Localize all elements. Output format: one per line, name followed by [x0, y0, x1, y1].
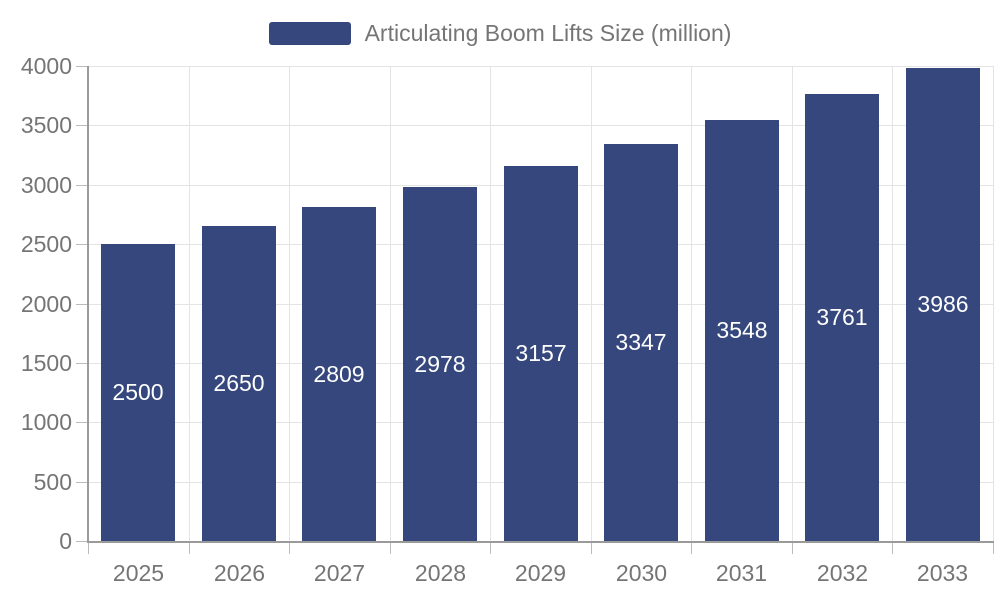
x-axis-tick	[591, 541, 592, 554]
x-axis-tick	[189, 541, 190, 554]
bar: 2500	[101, 244, 175, 541]
x-axis-label: 2025	[112, 560, 165, 586]
gridline-horizontal	[88, 66, 993, 67]
y-axis-tick	[76, 185, 88, 186]
bar: 2978	[403, 187, 477, 541]
gridline-vertical	[390, 66, 391, 541]
x-axis-label: 2026	[213, 560, 266, 586]
y-axis-tick	[76, 482, 88, 483]
y-axis-label: 1500	[20, 350, 72, 376]
x-axis-line	[87, 541, 994, 543]
y-axis-tick	[76, 363, 88, 364]
bar: 3347	[604, 144, 678, 541]
y-axis-label: 3500	[20, 112, 72, 138]
bar-value-label: 3986	[917, 291, 969, 317]
bar: 3761	[805, 94, 879, 541]
y-axis-tick	[76, 66, 88, 67]
x-axis-tick	[289, 541, 290, 554]
x-axis-label: 2030	[615, 560, 668, 586]
x-axis-tick	[691, 541, 692, 554]
bar-value-label: 2809	[313, 360, 365, 387]
y-axis-label: 3000	[20, 172, 72, 198]
y-axis-label: 2500	[20, 231, 72, 257]
y-axis-tick	[76, 422, 88, 423]
gridline-vertical	[490, 66, 491, 541]
bar: 3986	[906, 68, 980, 541]
y-axis-tick	[76, 125, 88, 126]
y-axis-tick	[76, 541, 88, 542]
x-axis-tick	[390, 541, 391, 554]
x-axis-tick	[88, 541, 89, 554]
y-axis-tick	[76, 304, 88, 305]
bar-value-label: 3347	[615, 329, 667, 355]
bar-value-label: 2650	[213, 370, 265, 396]
y-axis-line	[87, 66, 89, 543]
y-axis-label: 500	[33, 469, 72, 495]
y-axis-label: 2000	[20, 291, 72, 317]
gridline-vertical	[993, 66, 994, 541]
x-axis-label: 2032	[816, 560, 869, 586]
bar: 2650	[202, 226, 276, 541]
gridline-vertical	[289, 66, 290, 541]
bar-value-label: 3157	[515, 340, 567, 366]
gridline-vertical	[189, 66, 190, 541]
gridline-horizontal	[88, 125, 993, 126]
bar: 2809	[302, 207, 376, 541]
x-axis-tick	[792, 541, 793, 554]
bar-value-label: 2500	[112, 379, 164, 405]
bar: 3157	[504, 166, 578, 541]
legend-label: Articulating Boom Lifts Size (million)	[364, 19, 732, 46]
x-axis-tick	[993, 541, 994, 554]
legend-item[interactable]: Articulating Boom Lifts Size (million)	[0, 19, 1000, 47]
x-axis-label: 2028	[414, 560, 467, 586]
gridline-vertical	[792, 66, 793, 541]
legend-swatch	[268, 21, 351, 45]
gridline-vertical	[591, 66, 592, 541]
gridline-vertical	[892, 66, 893, 541]
x-axis-label: 2027	[313, 560, 366, 586]
bar: 3548	[705, 120, 779, 541]
bar-value-label: 3761	[816, 304, 868, 330]
gridline-vertical	[691, 66, 692, 541]
x-axis-label: 2029	[514, 560, 567, 586]
x-axis-tick	[892, 541, 893, 554]
x-axis-tick	[490, 541, 491, 554]
y-axis-tick	[76, 244, 88, 245]
x-axis-label: 2031	[715, 560, 768, 586]
y-axis-label: 0	[59, 528, 72, 554]
x-axis-label: 2033	[916, 560, 969, 586]
y-axis-label: 4000	[20, 53, 72, 79]
bar-value-label: 3548	[716, 317, 768, 343]
y-axis-label: 1000	[20, 409, 72, 435]
bar-value-label: 2978	[414, 350, 466, 377]
